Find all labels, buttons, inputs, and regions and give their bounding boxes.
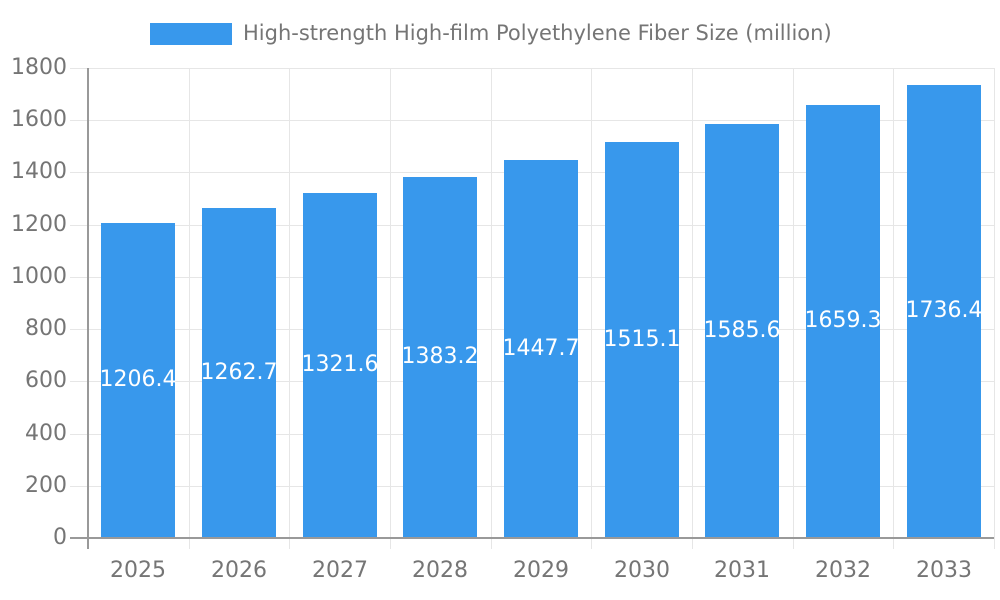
bar[interactable] bbox=[806, 105, 880, 538]
bar[interactable] bbox=[101, 223, 175, 538]
bar[interactable] bbox=[504, 160, 578, 538]
y-tick-label: 800 bbox=[25, 316, 67, 341]
bar[interactable] bbox=[202, 208, 276, 538]
x-axis-line bbox=[70, 537, 994, 539]
y-gridline bbox=[70, 68, 994, 69]
x-gridline bbox=[390, 68, 391, 549]
x-gridline bbox=[793, 68, 794, 549]
bar-value-label: 1736.4 bbox=[905, 298, 983, 323]
bar-value-label: 1383.2 bbox=[401, 344, 479, 369]
y-gridline bbox=[70, 120, 994, 121]
y-tick-label: 1600 bbox=[11, 107, 67, 132]
bar-value-label: 1206.4 bbox=[99, 367, 177, 392]
bar[interactable] bbox=[403, 177, 477, 538]
x-tick-label: 2032 bbox=[815, 558, 871, 583]
y-tick-label: 400 bbox=[25, 421, 67, 446]
bar[interactable] bbox=[303, 193, 377, 538]
x-tick-label: 2025 bbox=[110, 558, 166, 583]
legend[interactable]: High-strength High-film Polyethylene Fib… bbox=[150, 22, 832, 45]
x-gridline bbox=[189, 68, 190, 549]
bar[interactable] bbox=[907, 85, 981, 538]
bar-value-label: 1659.3 bbox=[804, 308, 882, 333]
y-tick-label: 1800 bbox=[11, 55, 67, 80]
x-gridline bbox=[994, 68, 995, 549]
bar-value-label: 1447.7 bbox=[502, 336, 580, 361]
bar[interactable] bbox=[705, 124, 779, 538]
y-tick-label: 1400 bbox=[11, 159, 67, 184]
y-tick-label: 200 bbox=[25, 473, 67, 498]
x-tick-label: 2027 bbox=[312, 558, 368, 583]
x-gridline bbox=[893, 68, 894, 549]
legend-swatch bbox=[150, 22, 232, 45]
bar-value-label: 1262.7 bbox=[200, 360, 278, 385]
x-tick-label: 2029 bbox=[513, 558, 569, 583]
y-tick-label: 1000 bbox=[11, 264, 67, 289]
x-tick-label: 2026 bbox=[211, 558, 267, 583]
x-tick-label: 2030 bbox=[614, 558, 670, 583]
y-tick-label: 0 bbox=[53, 525, 67, 550]
bar[interactable] bbox=[605, 142, 679, 538]
bar-value-label: 1585.6 bbox=[703, 318, 781, 343]
x-gridline bbox=[491, 68, 492, 549]
bar-value-label: 1515.1 bbox=[603, 327, 681, 352]
y-tick-label: 1200 bbox=[11, 212, 67, 237]
y-tick-label: 600 bbox=[25, 368, 67, 393]
x-tick-label: 2033 bbox=[916, 558, 972, 583]
x-gridline bbox=[289, 68, 290, 549]
x-gridline bbox=[692, 68, 693, 549]
x-gridline bbox=[591, 68, 592, 549]
legend-label: High-strength High-film Polyethylene Fib… bbox=[243, 21, 832, 45]
y-axis-line bbox=[87, 68, 89, 549]
bar-value-label: 1321.6 bbox=[301, 352, 379, 377]
x-tick-label: 2028 bbox=[412, 558, 468, 583]
x-tick-label: 2031 bbox=[714, 558, 770, 583]
